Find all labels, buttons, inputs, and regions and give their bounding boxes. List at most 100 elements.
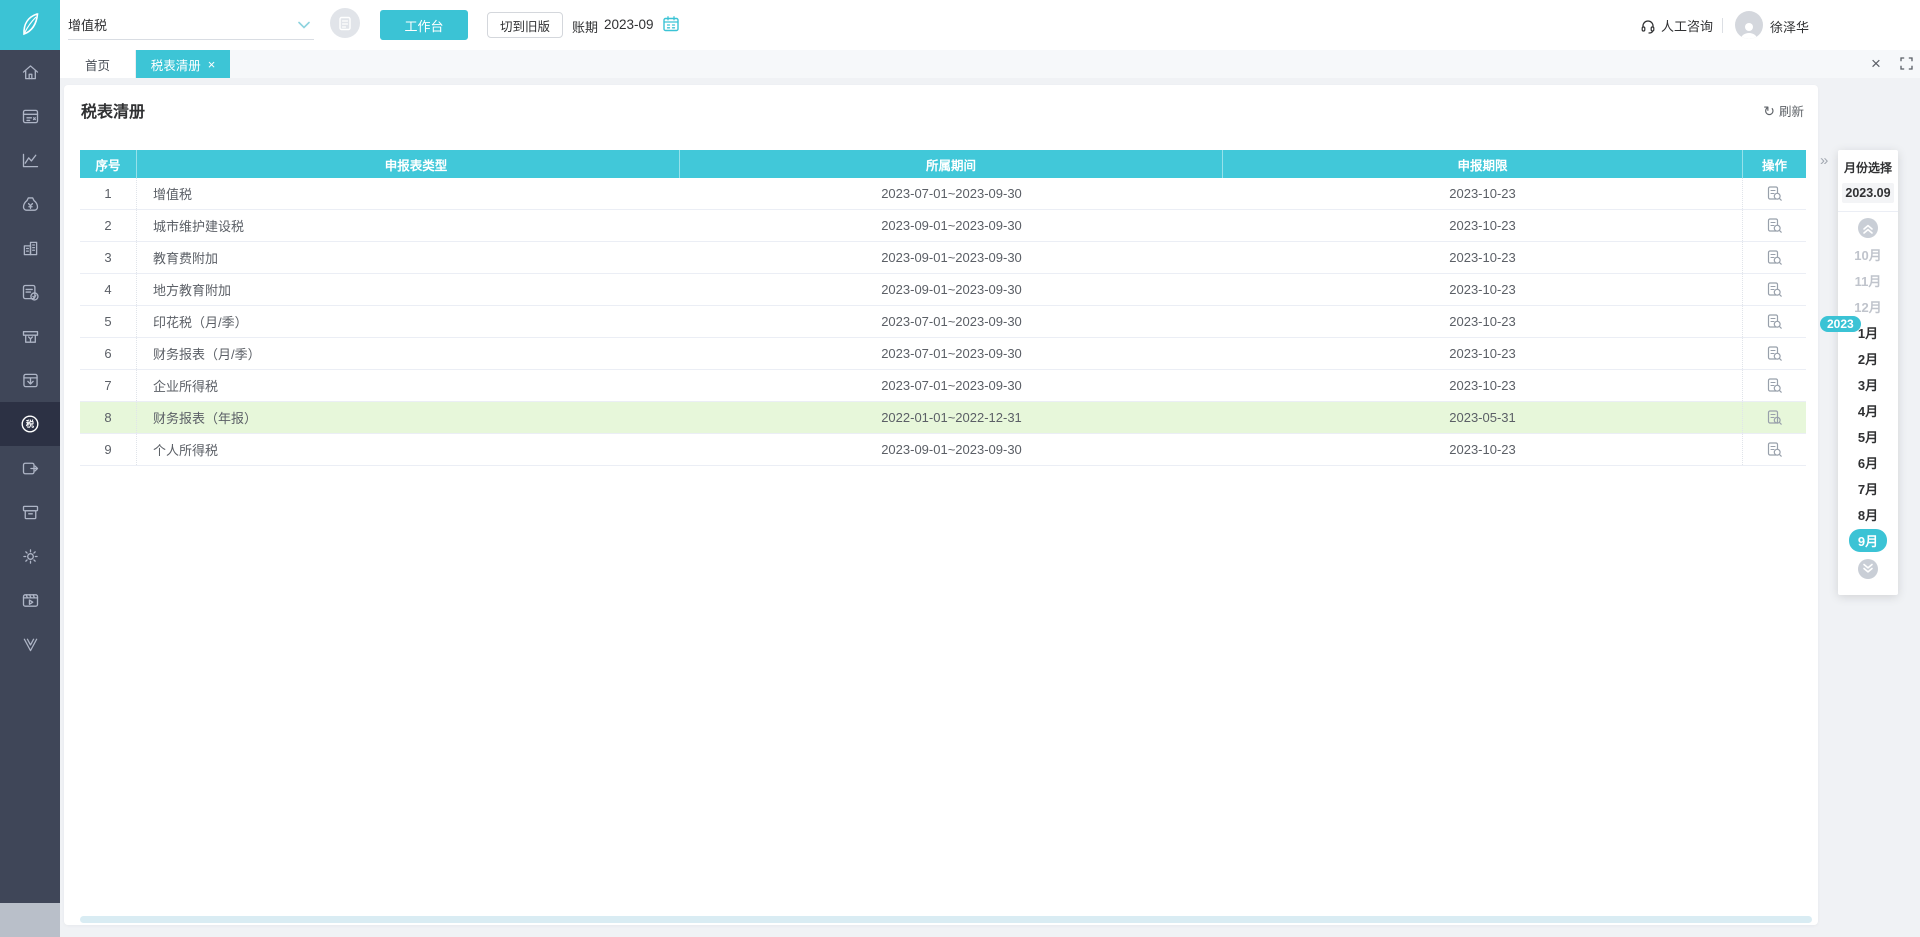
row-type: 财务报表（月/季） (153, 347, 261, 362)
archive-icon (22, 505, 38, 519)
view-report-button[interactable] (1766, 377, 1783, 394)
month-item[interactable]: 4月 (1857, 403, 1879, 419)
refresh-label: 刷新 (1778, 105, 1804, 119)
workbench-button[interactable]: 工作台 (380, 10, 468, 40)
sidebar: 税 (0, 0, 60, 937)
panel-collapse-icon[interactable]: » (1820, 152, 1829, 169)
sidebar-item-settings[interactable] (0, 534, 60, 578)
month-item[interactable]: 10月 (1854, 247, 1882, 263)
row-period: 2023-09-01~2023-09-30 (881, 442, 1022, 457)
building-icon (23, 241, 37, 255)
sidebar-item-funds[interactable] (0, 182, 60, 226)
row-no: 8 (80, 402, 137, 433)
sidebar-item-archive[interactable] (0, 490, 60, 534)
view-report-button[interactable] (1766, 185, 1783, 202)
row-period: 2023-07-01~2023-09-30 (881, 378, 1022, 393)
row-type: 城市维护建设税 (153, 219, 245, 234)
sidebar-item-statements[interactable] (0, 270, 60, 314)
chart-icon (22, 153, 38, 167)
row-no: 5 (80, 306, 137, 337)
export-icon (22, 462, 38, 474)
sidebar-item-cashier[interactable] (0, 314, 60, 358)
clipboard-button[interactable] (330, 8, 360, 38)
table-row[interactable]: 1 增值税 2023-07-01~2023-09-30 2023-10-23 (80, 178, 1806, 210)
row-type: 教育费附加 (153, 251, 219, 266)
month-item[interactable]: 8月 (1857, 507, 1879, 523)
scroll-up-button[interactable] (1857, 217, 1879, 239)
month-item[interactable]: 7月 (1857, 481, 1879, 497)
view-report-button[interactable] (1766, 409, 1783, 426)
sidebar-item-reports[interactable] (0, 138, 60, 182)
tax-type-select[interactable]: 增值税 (68, 10, 314, 40)
avatar[interactable] (1735, 11, 1763, 39)
view-report-button[interactable] (1766, 441, 1783, 458)
username[interactable]: 徐泽华 (1770, 20, 1810, 35)
sidebar-item-home[interactable] (0, 50, 60, 94)
page-title: 税表清册 (81, 104, 146, 121)
month-panel-title: 月份选择 (1843, 161, 1892, 175)
view-report-button[interactable] (1766, 217, 1783, 234)
month-item[interactable]: 2月 (1857, 351, 1879, 367)
tab-home[interactable]: 首页 (60, 50, 136, 78)
home-icon (22, 64, 38, 79)
table-row-highlighted[interactable]: 8 财务报表（年报） 2022-01-01~2022-12-31 2023-05… (80, 402, 1806, 434)
calendar-button[interactable] (662, 15, 680, 38)
chevron-double-down-icon (1858, 559, 1878, 579)
table-row[interactable]: 4 地方教育附加 2023-09-01~2023-09-30 2023-10-2… (80, 274, 1806, 306)
period-value[interactable]: 2023-09 (604, 17, 654, 32)
close-icon[interactable]: × (1871, 54, 1881, 73)
switch-old-version-button[interactable]: 切到旧版 (487, 12, 563, 38)
table-row[interactable]: 6 财务报表（月/季） 2023-07-01~2023-09-30 2023-1… (80, 338, 1806, 370)
sidebar-item-company[interactable] (0, 226, 60, 270)
view-report-button[interactable] (1766, 281, 1783, 298)
sidebar-item-tax[interactable]: 税 (0, 402, 60, 446)
table-row[interactable]: 9 个人所得税 2023-09-01~2023-09-30 2023-10-23 (80, 434, 1806, 466)
content-area: 税表清册 ↻ 刷新 序号 申报表类型 所属期间 申报期限 操作 1 增值税 20… (60, 78, 1920, 937)
col-header-no: 序号 (80, 150, 137, 178)
row-deadline: 2023-05-31 (1223, 402, 1743, 433)
month-item[interactable]: 3月 (1857, 377, 1879, 393)
sidebar-item-tutorial[interactable] (0, 578, 60, 622)
month-item[interactable]: 5月 (1857, 429, 1879, 445)
refresh-icon: ↻ (1763, 102, 1775, 119)
tab-tax-register[interactable]: 税表清册 × (136, 50, 230, 78)
horizontal-scrollbar[interactable] (80, 916, 1812, 923)
table-row[interactable]: 7 企业所得税 2023-07-01~2023-09-30 2023-10-23 (80, 370, 1806, 402)
video-icon (22, 593, 38, 607)
row-period: 2023-07-01~2023-09-30 (881, 314, 1022, 329)
refresh-button[interactable]: ↻ 刷新 (1763, 101, 1804, 120)
view-report-button[interactable] (1766, 345, 1783, 362)
fullscreen-icon[interactable] (1900, 57, 1913, 75)
calendar-icon (663, 16, 679, 32)
month-item[interactable]: 1月 (1857, 325, 1879, 341)
topbar: 增值税 工作台 切到旧版 账期 2023-09 (60, 0, 1920, 50)
tab-close-icon[interactable]: × (207, 56, 216, 72)
consult-button[interactable]: 人工咨询 (1640, 16, 1713, 35)
current-period: 2023.09 (1842, 183, 1894, 203)
view-report-button[interactable] (1766, 249, 1783, 266)
tax-icon: 税 (21, 415, 39, 433)
table-row[interactable]: 2 城市维护建设税 2023-09-01~2023-09-30 2023-10-… (80, 210, 1806, 242)
consult-label: 人工咨询 (1661, 19, 1714, 34)
view-report-button[interactable] (1766, 313, 1783, 330)
month-item[interactable]: 11月 (1854, 273, 1882, 289)
sidebar-item-invoice[interactable] (0, 94, 60, 138)
month-item-active[interactable]: 9月 (1838, 527, 1898, 553)
headset-icon (1641, 19, 1655, 34)
col-header-actions: 操作 (1761, 158, 1787, 173)
month-item[interactable]: 12月 (1854, 299, 1882, 315)
row-no: 2 (80, 210, 137, 241)
app-logo[interactable] (0, 0, 60, 50)
row-no: 9 (80, 434, 137, 465)
tabbar: 首页 税表清册 × × (60, 50, 1920, 78)
row-no: 6 (80, 338, 137, 369)
scroll-down-button[interactable] (1857, 558, 1879, 580)
month-item[interactable]: 6月 (1857, 455, 1879, 471)
table-row[interactable]: 5 印花税（月/季） 2023-07-01~2023-09-30 2023-10… (80, 306, 1806, 338)
sidebar-item-assets[interactable] (0, 358, 60, 402)
sidebar-item-version[interactable] (0, 622, 60, 666)
sidebar-item-carryover[interactable] (0, 446, 60, 490)
table-row[interactable]: 3 教育费附加 2023-09-01~2023-09-30 2023-10-23 (80, 242, 1806, 274)
feather-logo-icon (23, 13, 39, 36)
